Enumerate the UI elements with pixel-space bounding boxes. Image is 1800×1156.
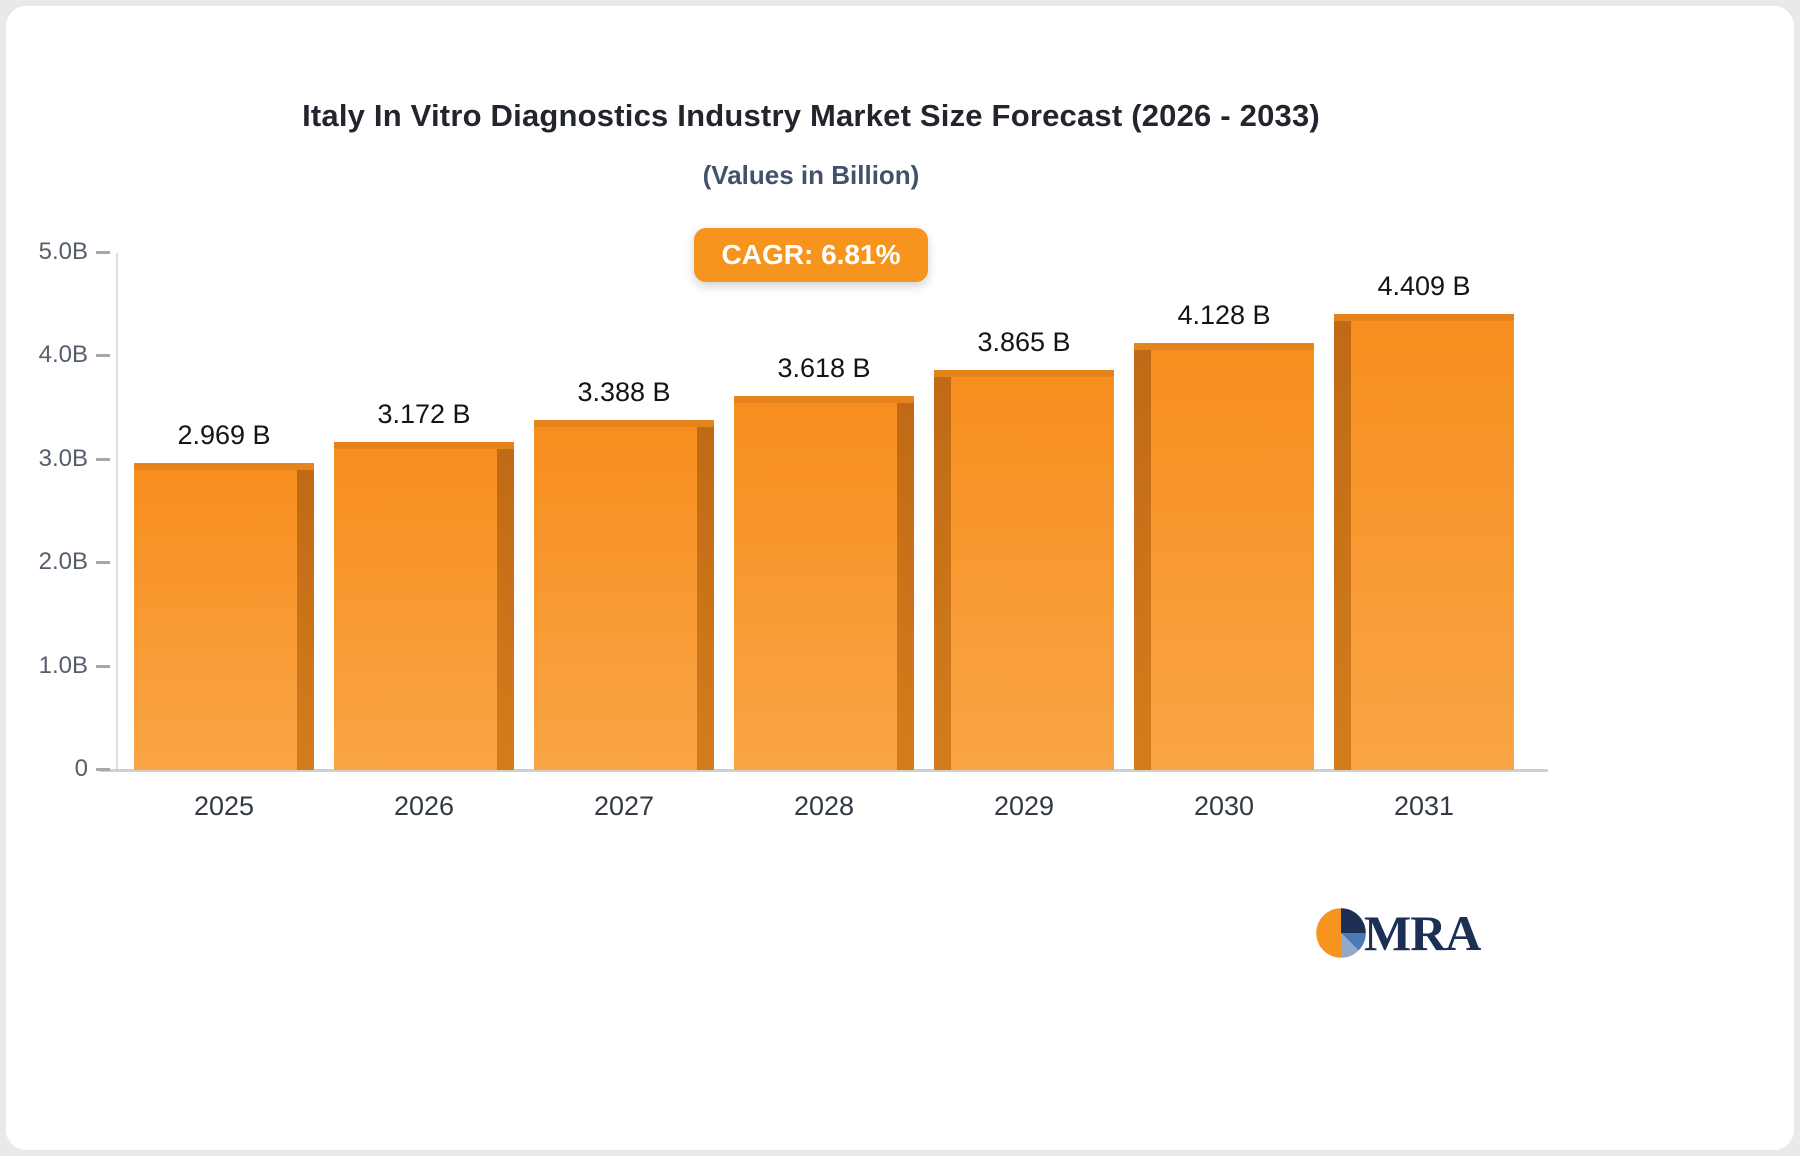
x-axis-label: 2030 (1193, 791, 1255, 821)
bar-2026 (334, 442, 514, 770)
x-axis-label: 2027 (593, 791, 655, 821)
chart-card: Italy In Vitro Diagnostics Industry Mark… (6, 6, 1794, 1150)
bar-2029 (934, 370, 1114, 770)
chart-title: Italy In Vitro Diagnostics Industry Mark… (302, 98, 1320, 133)
y-tick-mark (96, 251, 110, 254)
chart-subtitle: (Values in Billion) (702, 160, 920, 190)
bar-value-label: 3.388 B (577, 376, 671, 407)
bar-2031 (1334, 314, 1514, 770)
x-axis-label: 2031 (1393, 791, 1455, 821)
cagr-badge: CAGR: 6.81% (693, 228, 929, 282)
y-axis-line (116, 253, 118, 770)
x-axis-label: 2026 (393, 791, 455, 821)
bar-slot: 2.969 B 2025 (134, 253, 314, 821)
bar-value-label: 2.969 B (177, 420, 271, 451)
y-tick-mark (96, 768, 110, 771)
bar-chart: 0 1.0B 2.0B 3.0B 4.0B 5.0B 2.969 B 2025 3.172 B… (36, 238, 1548, 821)
bar-face (1334, 314, 1514, 770)
y-tick-mark (96, 561, 110, 565)
bar-side-shade (934, 377, 951, 770)
y-tick-mark (96, 457, 110, 461)
bar-slot: 4.128 B 2030 (1134, 253, 1314, 821)
bar-face (734, 395, 914, 770)
bar-value-label: 3.618 B (777, 352, 871, 383)
cagr-badge-wrap: CAGR: 6.81% (6, 228, 1616, 282)
bar-2028 (734, 395, 914, 770)
x-axis-baseline (100, 769, 1548, 772)
bar-slot: 3.172 B 2026 (334, 253, 514, 821)
bar-side-shade (1334, 321, 1351, 770)
bar-side-shade (497, 449, 514, 770)
y-tick-label: 0 (74, 755, 88, 782)
logo-text: MRA (1364, 905, 1481, 961)
y-tick-label: 4.0B (38, 341, 88, 369)
bar-face (934, 370, 1114, 770)
bar-slot: 4.409 B 2031 (1334, 253, 1514, 821)
brand-logo: MRA (1314, 904, 1481, 962)
bar-value-label: 4.128 B (1177, 300, 1271, 331)
y-tick-mark (96, 664, 110, 668)
bar-2030 (1134, 343, 1314, 770)
x-axis-label: 2029 (993, 791, 1055, 821)
bar-face (1134, 343, 1314, 770)
bar-face (334, 442, 514, 770)
bar-slot: 3.865 B 2029 (934, 253, 1114, 821)
bar-slot: 3.618 B 2028 (734, 253, 914, 821)
x-axis-label: 2025 (193, 791, 255, 821)
chart-header: Italy In Vitro Diagnostics Industry Mark… (6, 98, 1616, 191)
bar-face (534, 419, 714, 770)
bar-slot: 3.388 B 2027 (534, 253, 714, 821)
y-tick-label: 1.0B (38, 651, 88, 679)
y-tick-label: 5.0B (38, 238, 88, 265)
plot-area: 2.969 B 2025 3.172 B 2026 3.388 B 2027 3.618 B… (118, 253, 1530, 821)
logo-pie-icon (1316, 908, 1366, 958)
bar-2027 (534, 419, 714, 770)
y-tick-mark (96, 354, 110, 358)
bar-side-shade (1134, 350, 1151, 770)
bar-face (134, 463, 314, 770)
bar-side-shade (697, 426, 714, 770)
x-axis-label: 2028 (793, 791, 855, 821)
bar-side-shade (897, 402, 914, 770)
bar-value-label: 3.865 B (977, 327, 1071, 358)
bar-2025 (134, 463, 314, 770)
bar-value-label: 3.172 B (377, 399, 471, 430)
bar-side-shade (297, 470, 314, 770)
y-tick-label: 3.0B (38, 444, 88, 472)
bar-value-label: 4.409 B (1377, 271, 1471, 302)
y-tick-label: 2.0B (38, 548, 88, 576)
